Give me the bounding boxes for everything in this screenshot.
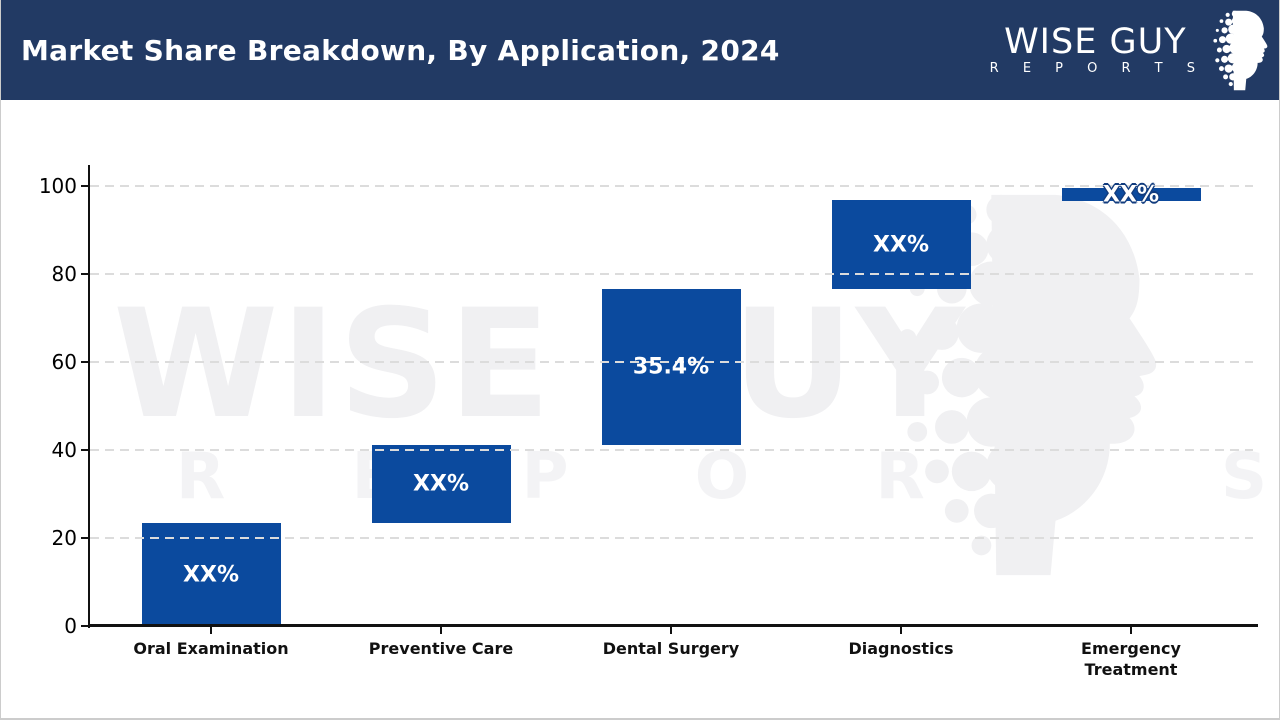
y-tick-mark bbox=[81, 625, 89, 627]
bar-segment bbox=[1061, 188, 1201, 201]
bar-segment bbox=[141, 523, 281, 626]
category-label: Preventive Care bbox=[368, 639, 514, 658]
category-label: Diagnostics bbox=[848, 639, 954, 658]
wise-guy-logo: WISE GUY R E P O R T S bbox=[986, 8, 1269, 92]
y-tick-label: 20 bbox=[51, 526, 77, 550]
bar-value-label: XX% bbox=[183, 562, 239, 588]
logo-wordmark: WISE GUY bbox=[1004, 21, 1187, 62]
y-grid-line bbox=[90, 185, 1253, 187]
logo-text: WISE GUY R E P O R T S bbox=[986, 21, 1205, 77]
y-grid-line bbox=[90, 361, 1253, 363]
bar-value-label: 35.4% bbox=[632, 354, 710, 380]
category-label: Oral Examination bbox=[133, 639, 289, 658]
y-axis-line bbox=[88, 165, 90, 628]
x-tick-mark bbox=[440, 627, 442, 634]
y-grid-line bbox=[90, 537, 1253, 539]
bar-segment bbox=[601, 288, 741, 446]
x-axis-line bbox=[88, 624, 1258, 627]
x-tick-mark bbox=[1130, 627, 1132, 634]
bar-value-label: XX% bbox=[1103, 182, 1159, 208]
y-tick-label: 0 bbox=[64, 614, 77, 638]
x-tick-mark bbox=[210, 627, 212, 634]
y-tick-label: 60 bbox=[51, 350, 77, 374]
bar-value-label: XX% bbox=[873, 232, 929, 258]
category-label: Emergency Treatment bbox=[1081, 639, 1181, 679]
bar-segment bbox=[371, 445, 511, 524]
y-tick-mark bbox=[81, 273, 89, 275]
y-tick-mark bbox=[81, 449, 89, 451]
watermark-wordmark: WISE GUY bbox=[113, 278, 967, 452]
y-tick-label: 40 bbox=[51, 438, 77, 462]
y-grid-line bbox=[90, 449, 1253, 451]
logo-subtitle: R E P O R T S bbox=[989, 61, 1205, 77]
logo-face-icon bbox=[1213, 10, 1268, 91]
chart-title: Market Share Breakdown, By Application, … bbox=[21, 33, 780, 67]
y-tick-label: 80 bbox=[51, 262, 77, 286]
y-tick-mark bbox=[81, 361, 89, 363]
y-tick-label: 100 bbox=[38, 174, 77, 198]
y-grid-line bbox=[90, 273, 1253, 275]
y-tick-mark bbox=[81, 185, 89, 187]
x-tick-mark bbox=[900, 627, 902, 634]
category-label: Dental Surgery bbox=[602, 639, 740, 658]
bar-value-label: XX% bbox=[413, 471, 469, 497]
header-bar: Market Share Breakdown, By Application, … bbox=[1, 0, 1279, 100]
x-tick-mark bbox=[670, 627, 672, 634]
y-tick-mark bbox=[81, 537, 89, 539]
